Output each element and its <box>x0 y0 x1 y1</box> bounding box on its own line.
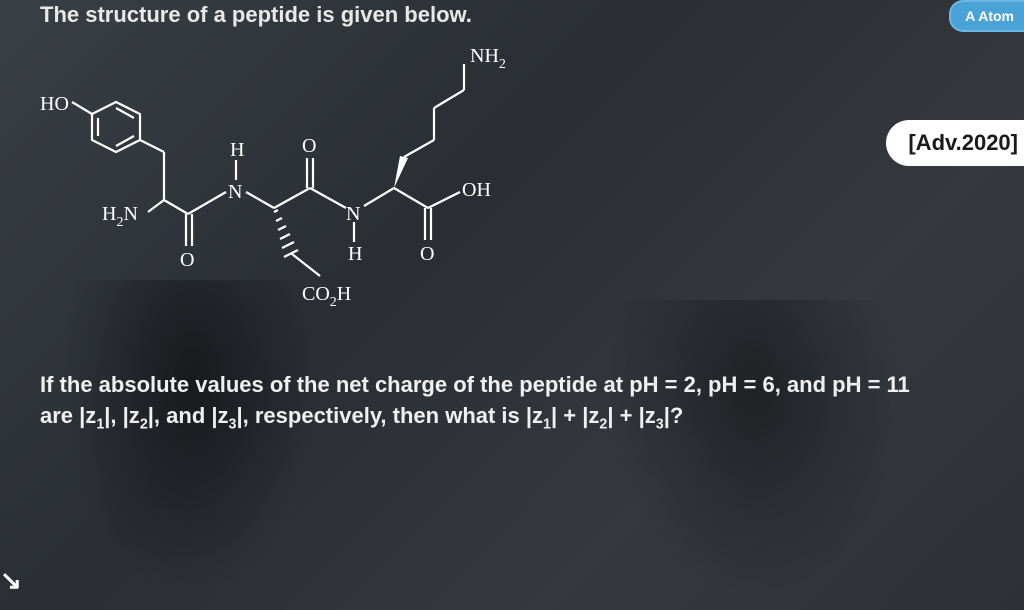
label-OH: OH <box>462 179 491 201</box>
hash-wedge <box>274 210 298 257</box>
adv-year-badge: [Adv.2020] <box>886 120 1024 166</box>
label-H2N: H2N <box>102 203 138 230</box>
label-O2: O <box>302 135 316 157</box>
label-HO: HO <box>40 93 69 115</box>
adv-year-label: [Adv.2020] <box>908 130 1018 155</box>
chemical-svg: HO H2N O N H <box>30 40 630 360</box>
label-O3: O <box>420 243 434 265</box>
label-NH2-top: NH2 <box>470 45 506 72</box>
atom-badge-label: A Atom <box>965 8 1014 24</box>
label-N2: N <box>346 203 360 225</box>
question-text: If the absolute values of the net charge… <box>40 370 940 434</box>
label-N1: N <box>228 181 242 203</box>
shadow-blob-right <box>604 300 904 600</box>
atom-badge: A Atom <box>949 0 1024 32</box>
peptide-structure: HO H2N O N H <box>30 40 630 365</box>
label-H-upper1: H <box>230 139 244 161</box>
label-O1: O <box>180 249 194 271</box>
question-title: The structure of a peptide is given belo… <box>40 2 472 28</box>
label-CO2H: CO2H <box>302 283 351 310</box>
corner-arrow-icon: ↘ <box>0 565 22 596</box>
label-H-lower1: H <box>348 243 362 265</box>
